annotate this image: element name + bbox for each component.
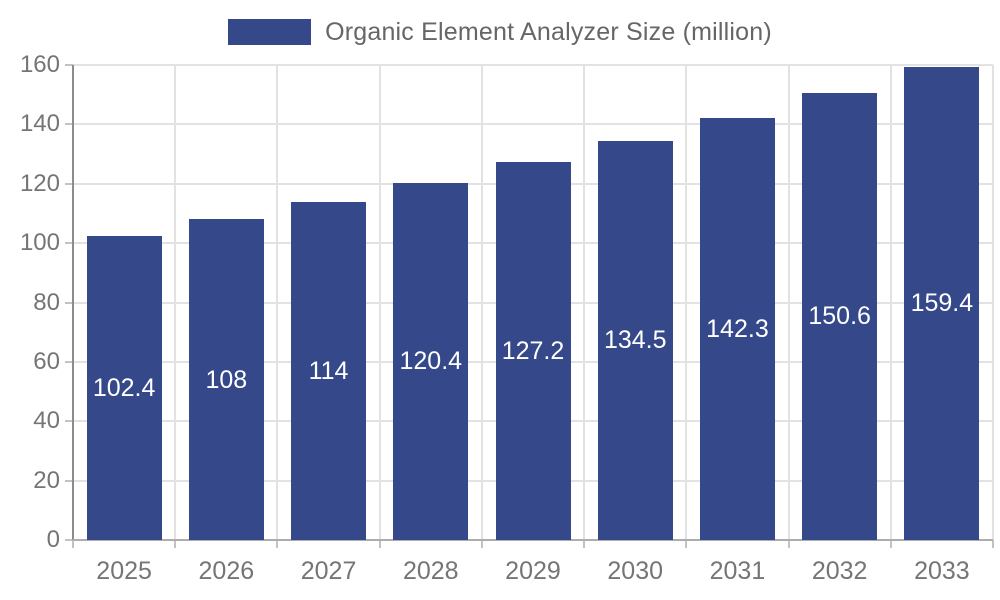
x-axis-tick-label: 2027 xyxy=(300,557,357,585)
x-gridline xyxy=(583,65,586,540)
x-gridline xyxy=(480,65,483,540)
x-axis-tick xyxy=(889,540,892,548)
bar[interactable] xyxy=(699,117,775,540)
x-gridline xyxy=(378,65,381,540)
x-axis-tick-label: 2030 xyxy=(607,557,664,585)
legend-label: Organic Element Analyzer Size (million) xyxy=(325,17,772,46)
bar[interactable] xyxy=(904,66,980,540)
y-axis-tick xyxy=(65,539,73,541)
x-axis-tick-label: 2031 xyxy=(709,557,766,585)
y-axis-tick-label: 160 xyxy=(19,51,60,78)
y-gridline xyxy=(73,64,993,66)
y-axis-tick-label: 0 xyxy=(46,526,60,553)
bar[interactable] xyxy=(802,92,878,540)
y-axis-tick-label: 20 xyxy=(33,466,60,494)
bar-value-label: 127.2 xyxy=(501,337,565,366)
x-axis-tick-label: 2033 xyxy=(914,557,970,585)
x-gridline xyxy=(174,65,177,540)
bar-value-label: 142.3 xyxy=(706,314,769,343)
x-axis-tick-label: 2029 xyxy=(505,557,561,585)
x-gridline xyxy=(992,65,994,540)
y-axis-tick xyxy=(65,301,73,304)
x-gridline xyxy=(685,65,688,540)
y-axis-tick-label: 80 xyxy=(33,288,60,316)
y-axis-line xyxy=(72,65,74,540)
legend-item[interactable]: Organic Element Analyzer Size (million) xyxy=(0,15,1000,49)
y-axis-tick xyxy=(65,360,73,363)
x-gridline xyxy=(276,65,279,540)
x-gridline xyxy=(787,65,790,540)
x-axis-tick xyxy=(685,540,688,548)
x-axis-tick xyxy=(378,540,381,548)
bar[interactable] xyxy=(495,162,571,540)
y-axis-tick xyxy=(65,182,73,185)
x-axis-tick-label: 2032 xyxy=(811,557,868,585)
bar-value-label: 150.6 xyxy=(808,302,871,331)
x-axis-line xyxy=(73,539,993,541)
y-axis-tick-label: 120 xyxy=(19,169,60,197)
x-axis-tick xyxy=(583,540,586,548)
y-axis-tick xyxy=(65,123,73,126)
y-axis-tick xyxy=(65,64,73,66)
y-axis-tick-label: 60 xyxy=(33,347,60,375)
x-axis-tick xyxy=(992,540,994,548)
bar-value-label: 108 xyxy=(205,365,248,394)
bar-value-label: 134.5 xyxy=(603,326,667,355)
y-axis-tick xyxy=(65,242,73,245)
x-gridline xyxy=(889,65,892,540)
bar-value-label: 159.4 xyxy=(910,289,974,318)
y-gridline xyxy=(73,123,993,126)
bar[interactable] xyxy=(291,201,367,540)
y-axis-tick xyxy=(65,420,73,423)
bar-value-label: 102.4 xyxy=(92,374,156,402)
x-axis-tick xyxy=(787,540,790,548)
y-axis-tick-label: 40 xyxy=(33,407,60,435)
bar-value-label: 120.4 xyxy=(399,347,463,376)
bar[interactable] xyxy=(597,140,673,540)
x-axis-tick xyxy=(480,540,483,548)
x-axis-tick xyxy=(276,540,279,548)
legend-swatch xyxy=(228,19,312,45)
x-axis-tick xyxy=(174,540,177,548)
x-axis-tick-label: 2026 xyxy=(198,557,255,585)
y-axis-tick xyxy=(65,479,73,482)
y-axis-tick-label: 100 xyxy=(19,229,60,257)
x-axis-tick xyxy=(72,540,74,548)
y-axis-tick-label: 140 xyxy=(19,110,60,138)
x-axis-tick-label: 2028 xyxy=(402,557,459,585)
bar[interactable] xyxy=(393,182,469,540)
x-axis-tick-label: 2025 xyxy=(96,557,152,585)
bar-value-label: 114 xyxy=(308,356,349,385)
bar[interactable] xyxy=(188,219,264,540)
bar[interactable] xyxy=(86,236,162,540)
